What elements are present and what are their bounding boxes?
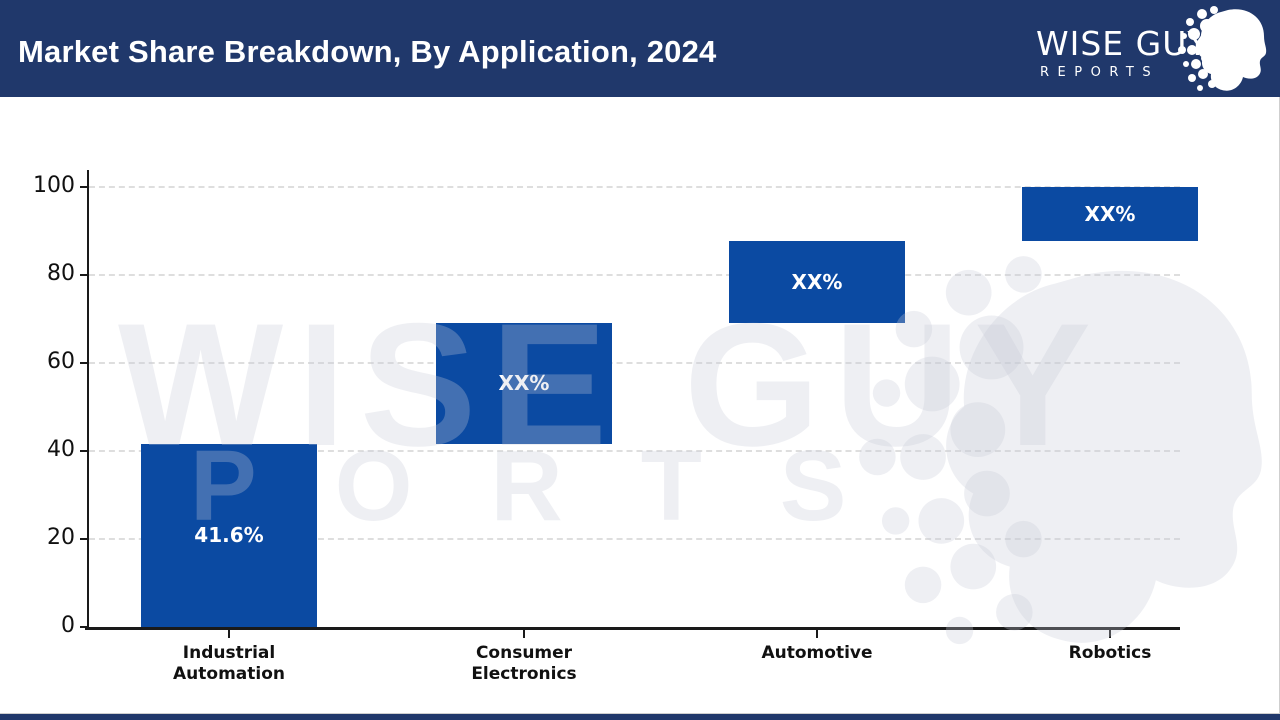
x-category-label: Automotive xyxy=(761,643,873,663)
bar-automotive: XX% xyxy=(729,240,905,323)
gridline xyxy=(89,186,1180,188)
x-axis-tick xyxy=(523,630,525,638)
x-axis-tick xyxy=(816,630,818,638)
y-tick-label: 0 xyxy=(61,613,75,638)
x-axis-tick xyxy=(1109,630,1111,638)
wiseguy-logo: WISE GUY REPORTS xyxy=(1008,4,1268,94)
x-category-label: Industrial Automation xyxy=(173,643,285,684)
y-axis-tick xyxy=(80,538,89,540)
wiseguy-logo-text: WISE GUY REPORTS xyxy=(1036,24,1209,80)
y-axis-tick xyxy=(80,274,89,276)
bar-industrial-automation: 41.6% xyxy=(141,443,317,627)
y-axis-tick xyxy=(80,450,89,452)
bar-value-label: XX% xyxy=(1084,201,1136,226)
y-tick-label: 20 xyxy=(47,525,75,550)
chart-canvas: 0 20 40 60 80 100 41.6% Industrial Automation XX… xyxy=(0,97,1280,714)
bar-robotics: XX% xyxy=(1022,187,1198,241)
chart-title: Market Share Breakdown, By Application, … xyxy=(18,34,717,69)
x-axis-line xyxy=(85,627,1180,630)
y-tick-label: 80 xyxy=(47,261,75,286)
y-tick-label: 40 xyxy=(47,437,75,462)
gridline xyxy=(89,538,1180,540)
bar-value-label: 41.6% xyxy=(194,523,264,548)
gridline xyxy=(89,450,1180,452)
bar-consumer-electronics: XX% xyxy=(436,322,612,444)
footer-bar xyxy=(0,714,1280,720)
y-axis-tick xyxy=(80,186,89,188)
bar-value-label: XX% xyxy=(791,269,843,294)
wiseguy-logo-tagline: REPORTS xyxy=(1040,65,1160,80)
plot-area: 0 20 40 60 80 100 41.6% Industrial Automation XX… xyxy=(33,170,1198,684)
x-category-label: Consumer Electronics xyxy=(471,643,577,684)
bar-value-label: XX% xyxy=(498,371,550,396)
x-axis-tick xyxy=(228,630,230,638)
x-category-label: Robotics xyxy=(1068,643,1152,663)
wiseguy-logo-name: WISE GUY xyxy=(1036,24,1209,63)
y-axis-tick xyxy=(80,362,89,364)
y-axis-line xyxy=(87,170,89,629)
y-tick-label: 60 xyxy=(47,349,75,374)
gridline xyxy=(89,274,1180,276)
y-axis-tick xyxy=(80,626,89,628)
header-banner: Market Share Breakdown, By Application, … xyxy=(0,0,1280,97)
gridline xyxy=(89,362,1180,364)
wiseguy-head-logo-icon xyxy=(1178,6,1267,91)
y-tick-label: 100 xyxy=(33,173,75,198)
